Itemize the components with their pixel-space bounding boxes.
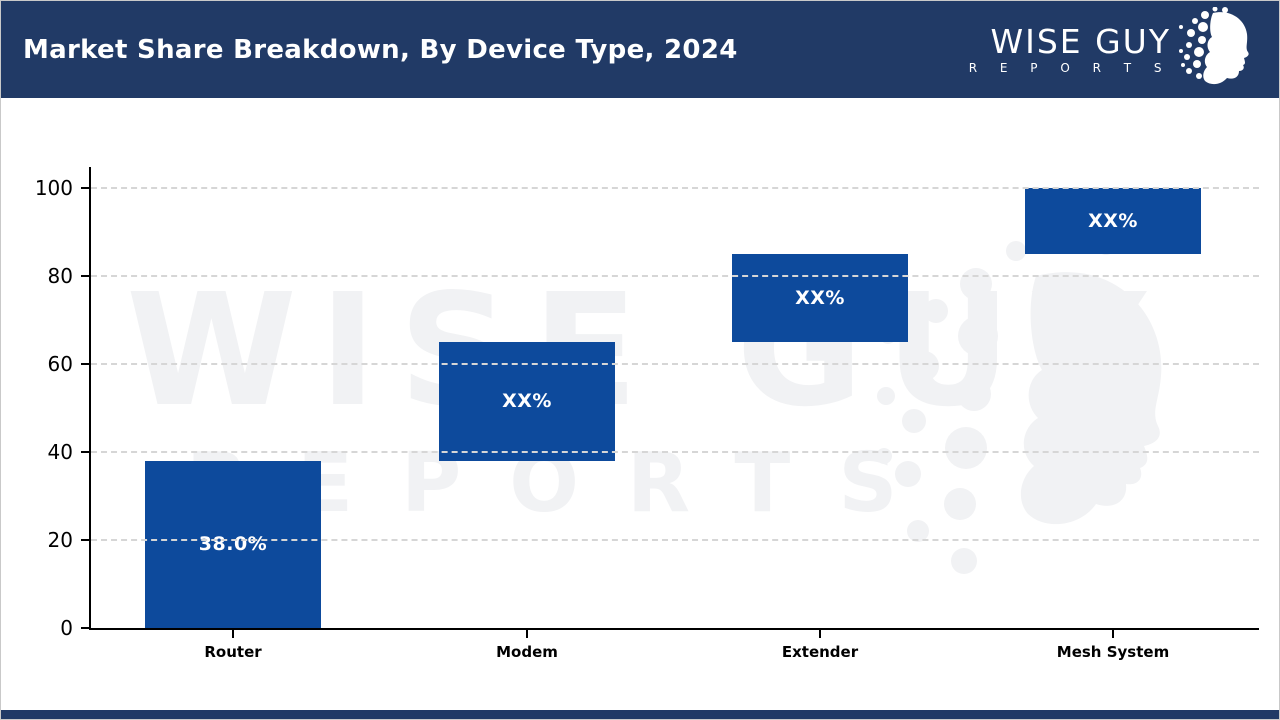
x-axis-label-extender: Extender — [781, 643, 859, 661]
logo-wordmark: WISE GUY — [990, 21, 1171, 61]
x-tick — [1112, 630, 1114, 638]
y-tick — [81, 187, 89, 189]
footer-bar — [1, 710, 1279, 719]
y-gridline — [91, 451, 1259, 453]
header-bar: Market Share Breakdown, By Device Type, … — [1, 1, 1279, 98]
logo-text: WISE GUY R E P O R T S — [966, 25, 1171, 75]
plot-area: 0 20 40 60 80 100 38.0% Router XX% Modem XX% Extend… — [35, 167, 1259, 661]
bar-value-label: XX% — [795, 287, 845, 309]
waterfall-bar-extender: XX% — [732, 254, 908, 342]
bar-value-label: XX% — [502, 390, 552, 413]
y-tick-label: 40 — [47, 440, 73, 464]
watermark-head-icon — [866, 216, 1206, 620]
y-tick-label: 60 — [47, 352, 73, 376]
y-gridline — [91, 187, 1259, 189]
x-axis-label-modem: Modem — [496, 643, 558, 661]
logo-subtitle: R E P O R T S — [968, 60, 1171, 75]
y-tick — [81, 451, 89, 453]
y-tick-label: 80 — [47, 264, 73, 288]
x-tick — [526, 630, 528, 638]
y-tick — [81, 627, 89, 629]
logo-head-icon — [1175, 6, 1253, 93]
bar-value-label: XX% — [1088, 210, 1138, 232]
waterfall-bar-modem: XX% — [439, 342, 615, 461]
y-tick-label: 20 — [47, 528, 73, 552]
bar-value-label: 38.0% — [198, 533, 268, 556]
x-tick — [232, 630, 234, 638]
y-gridline — [91, 539, 1259, 541]
waterfall-bar-mesh-system: XX% — [1025, 188, 1201, 254]
x-axis-label-router: Router — [204, 643, 262, 661]
x-tick — [819, 630, 821, 638]
y-tick — [81, 363, 89, 365]
y-tick — [81, 539, 89, 541]
y-gridline — [91, 275, 1259, 277]
waterfall-bar-router: 38.0% — [145, 460, 321, 628]
y-gridline — [91, 363, 1259, 365]
page-title: Market Share Breakdown, By Device Type, … — [23, 34, 738, 65]
wise-guy-logo: WISE GUY R E P O R T S — [966, 6, 1253, 93]
y-tick-label: 0 — [60, 616, 73, 640]
x-axis-label-mesh-system: Mesh System — [1056, 643, 1170, 661]
y-tick — [81, 275, 89, 277]
y-tick-label: 100 — [34, 176, 73, 200]
